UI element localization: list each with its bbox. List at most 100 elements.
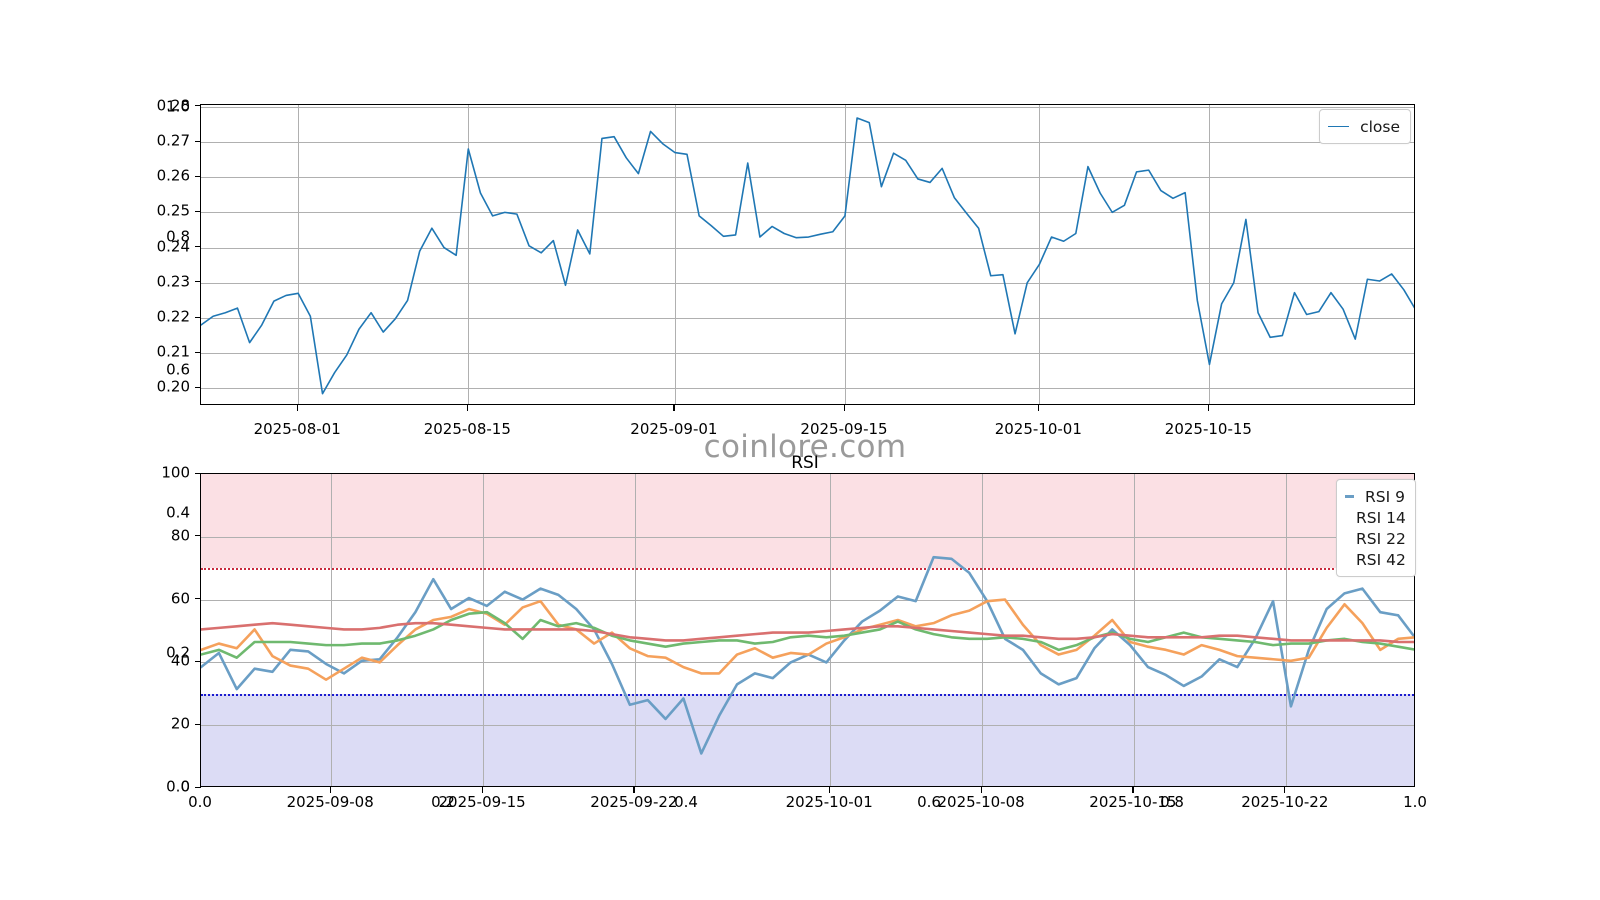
rsi-gridline-v [1285, 474, 1287, 786]
price-y-tickmark [195, 386, 201, 389]
rsi-plot-area [200, 473, 1415, 787]
rsi-y-tick-label-default: 0.4 [166, 503, 190, 522]
rsi-x-tick-label-default: 0.8 [1160, 793, 1184, 811]
price-gridline-v [298, 105, 300, 404]
legend-swatch-close [1328, 126, 1350, 127]
rsi-y-tick-label: 20 [170, 714, 190, 733]
legend-item-rsi-42: RSI 42 [1345, 549, 1406, 570]
rsi-x-tickmark [633, 787, 635, 793]
price-gridline-v [845, 105, 846, 404]
price-gridline-h [201, 212, 1414, 214]
price-x-tick-label: 2025-08-15 [423, 420, 511, 438]
rsi-panel-title: RSI [791, 453, 819, 473]
price-y-tickmark [195, 140, 201, 142]
legend-item-rsi-22: RSI 22 [1345, 528, 1406, 549]
price-gridline-h [201, 282, 1414, 284]
rsi-y-tick-label: 100 [161, 463, 190, 482]
legend-swatch-rsi-9 [1345, 495, 1355, 498]
rsi-x-tick-label-date: 2025-09-08 [286, 793, 374, 811]
rsi-oversold-band [201, 693, 1414, 786]
price-y-tick-label-default: 0.8 [166, 227, 190, 246]
legend-item-close: close [1328, 116, 1400, 137]
rsi-gridline-h [201, 536, 1414, 538]
price-x-tick-label: 2025-09-01 [630, 420, 718, 438]
price-x-tick-label: 2025-10-15 [1164, 420, 1252, 438]
price-y-tickmark [195, 351, 201, 353]
price-gridline-h [201, 318, 1414, 319]
rsi-x-tick-label-date: 2025-10-15 [1089, 793, 1177, 811]
rsi-x-tickmark [980, 787, 982, 793]
rsi-x-tick-label-default: 0.2 [431, 793, 455, 811]
legend-label-rsi-42: RSI 42 [1356, 550, 1406, 569]
rsi-gridline-h [201, 662, 1414, 664]
rsi-x-tick-label-default: 1.0 [1403, 793, 1427, 811]
rsi-gridline-v [1133, 474, 1135, 786]
rsi-y-tick-label: 80 [170, 526, 190, 545]
rsi-gridline-v [331, 474, 333, 786]
rsi-x-tickmark [828, 787, 830, 793]
rsi-x-tick-label-default: 0.4 [674, 793, 698, 811]
price-gridline-v [468, 105, 470, 404]
rsi-gridline-v [483, 474, 485, 786]
rsi-y-tickmark [195, 535, 201, 537]
price-chart-panel: 0.28 0.27 0.26 0.25 0.24 0.23 0.22 0.21 0.20 1.0… [156, 97, 1415, 438]
price-x-tickmark [1037, 405, 1039, 411]
rsi-x-tick-label-date: 2025-10-22 [1241, 793, 1329, 811]
price-x-tick-label: 2025-09-15 [800, 420, 888, 438]
price-y-tick-label: 0.25 [156, 201, 190, 220]
price-y-tick-label: 0.22 [156, 307, 190, 326]
rsi-gridline-v [634, 474, 636, 786]
price-y-tickmark [195, 246, 201, 248]
rsi-y-tickmark [195, 472, 201, 474]
legend-label-close: close [1360, 117, 1400, 136]
price-y-tick-label-default: 0.6 [166, 360, 190, 379]
rsi-y-tickmark [195, 660, 201, 663]
price-y-tickmark [195, 175, 201, 177]
rsi-y-tickmark [195, 598, 201, 600]
rsi-line-rsi-22 [201, 610, 1414, 659]
rsi-x-tick-label-date: 2025-10-08 [937, 793, 1025, 811]
price-y-tick-label: 0.21 [156, 342, 190, 361]
legend-item-rsi-9: RSI 9 [1345, 486, 1405, 507]
price-line-series [201, 117, 1414, 395]
rsi-y-tickmark [195, 723, 201, 725]
price-gridline-h [201, 106, 1414, 108]
rsi-x-tickmark [1132, 787, 1134, 793]
rsi-overbought-line [201, 568, 1414, 571]
price-legend: close [1319, 109, 1411, 144]
price-x-tick-label: 2025-10-01 [994, 420, 1082, 438]
legend-label-rsi-14: RSI 14 [1356, 508, 1406, 527]
legend-label-rsi-9: RSI 9 [1365, 487, 1405, 506]
price-x-tick-label: 2025-08-01 [253, 420, 341, 438]
rsi-y-tick-label: 40 [170, 651, 190, 670]
rsi-line-rsi-42 [201, 621, 1414, 644]
price-x-tickmark [296, 405, 298, 411]
rsi-line-series [201, 555, 1414, 755]
price-plot-area [200, 104, 1415, 405]
price-gridline-h [201, 177, 1414, 179]
price-gridline-h [201, 247, 1414, 249]
price-gridline-h [201, 388, 1414, 390]
rsi-x-tick-label-date: 2025-09-22 [590, 793, 678, 811]
rsi-x-tickmark [1284, 787, 1286, 793]
price-gridline-v [1209, 105, 1211, 404]
rsi-oversold-line [201, 693, 1414, 696]
legend-label-rsi-22: RSI 22 [1356, 529, 1406, 548]
rsi-gridline-v [982, 474, 984, 786]
rsi-x-tickmark [481, 787, 483, 793]
rsi-legend: RSI 9 RSI 14 RSI 22 RSI 42 [1336, 479, 1416, 577]
price-x-tickmark [1207, 405, 1210, 411]
rsi-y-tickmark [195, 786, 201, 788]
price-y-tick-label-default: 1.0 [166, 97, 190, 116]
rsi-x-tick-label-default: 0.6 [917, 793, 941, 811]
rsi-gridline-h [201, 599, 1414, 601]
rsi-y-tick-label: 60 [170, 589, 190, 608]
price-y-tickmark [195, 105, 201, 107]
price-close-line [201, 117, 1414, 395]
rsi-overbought-band [201, 474, 1414, 569]
price-x-tickmark [843, 405, 845, 411]
price-y-tick-label: 0.23 [156, 272, 190, 291]
price-gridline-h [201, 353, 1414, 355]
